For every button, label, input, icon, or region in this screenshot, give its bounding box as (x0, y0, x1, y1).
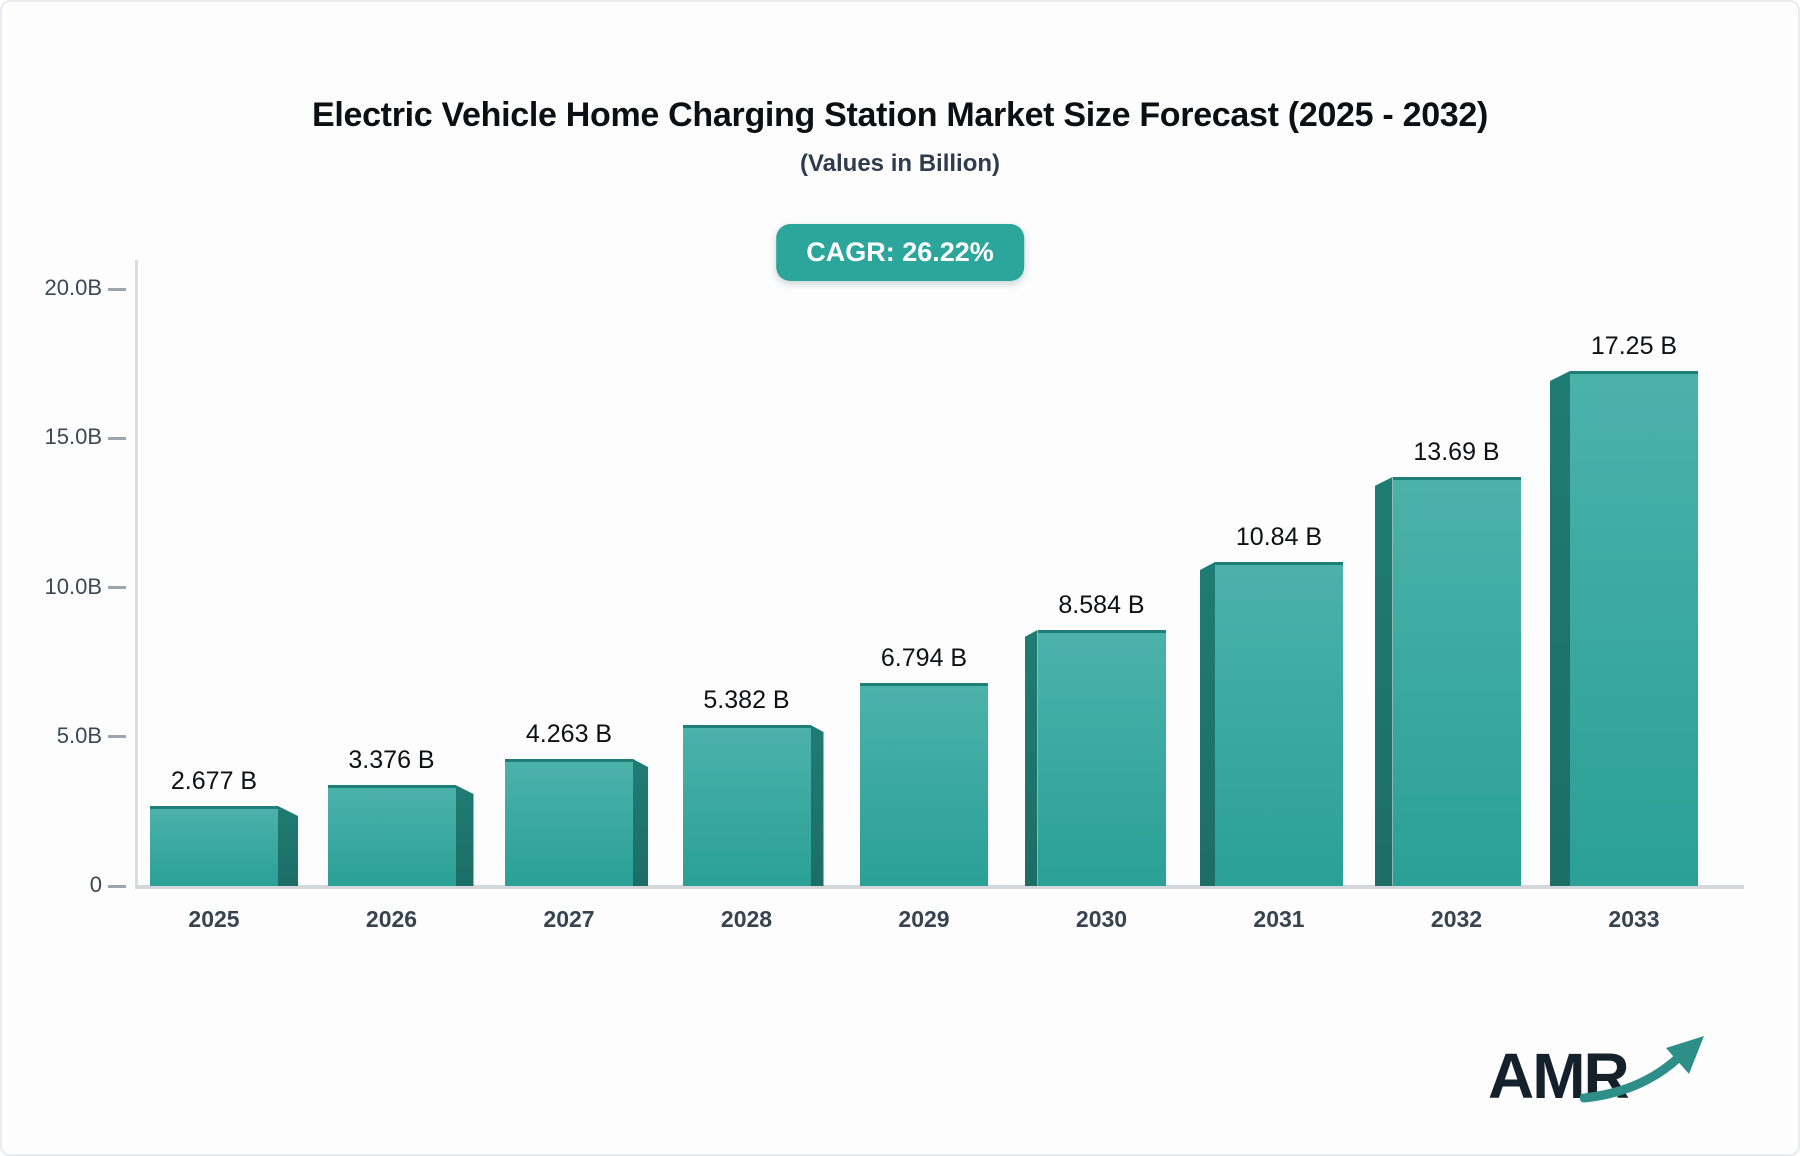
y-axis-tick-label: 20.0B (44, 275, 103, 300)
x-axis-line (135, 885, 1744, 889)
bar-3d-side (633, 759, 648, 886)
bar-value-label: 2.677 B (170, 767, 258, 795)
bar-3d-side (1200, 562, 1215, 886)
bar-3d-side (455, 785, 474, 886)
y-axis-tick-mark (108, 884, 126, 888)
chart-title: Electric Vehicle Home Charging Station M… (311, 96, 1489, 134)
chart-subtitle: (Values in Billion) (799, 150, 1001, 177)
cagr-badge: CAGR: 26.22% (776, 224, 1024, 281)
y-axis-tick-mark (108, 436, 126, 440)
bar-2027 (505, 759, 633, 886)
bar-3d-side (1024, 630, 1038, 886)
y-axis-tick-mark (108, 287, 126, 291)
bar-2032 (1392, 477, 1521, 886)
x-axis-label: 2028 (720, 906, 773, 932)
bar-value-label: 17.25 B (1590, 332, 1678, 360)
bar-2030 (1037, 630, 1166, 886)
y-axis-tick-label: 0 (89, 872, 102, 897)
bar-3d-side (1374, 477, 1393, 886)
x-axis-label: 2032 (1430, 906, 1483, 932)
trending-up-arrow-icon (1580, 1036, 1704, 1103)
bar-2033 (1570, 371, 1698, 886)
y-axis-line (135, 260, 138, 886)
bar-value-label: 8.584 B (1058, 591, 1145, 619)
x-axis-label: 2025 (188, 906, 240, 932)
bar-value-label: 4.263 B (525, 720, 613, 748)
bar-2028 (682, 725, 811, 886)
bar-value-label: 3.376 B (348, 746, 435, 774)
x-axis-label: 2026 (365, 906, 418, 932)
bar-3d-side (1550, 371, 1570, 886)
bar-2029 (860, 683, 988, 886)
x-axis-label: 2027 (543, 906, 595, 932)
x-axis-label: 2031 (1253, 906, 1305, 932)
bar-3d-side (278, 806, 298, 886)
x-axis-label: 2029 (898, 906, 950, 932)
y-axis-tick-mark (108, 735, 126, 739)
bar-value-label: 10.84 B (1235, 523, 1323, 551)
bar-2025 (150, 806, 278, 886)
bar-3d-side (810, 725, 824, 886)
x-axis-label: 2030 (1075, 906, 1128, 932)
bar-value-label: 6.794 B (880, 644, 968, 672)
y-axis-tick-mark (108, 586, 126, 589)
amr-logo: AMR (1488, 1028, 1718, 1112)
x-axis-label: 2033 (1608, 906, 1660, 932)
y-axis-tick-label: 5.0B (56, 722, 102, 748)
bar-value-label: 13.69 B (1413, 438, 1500, 466)
y-axis-tick-label: 10.0B (44, 573, 103, 599)
bar-value-label: 5.382 B (703, 686, 790, 714)
bar-2026 (327, 785, 456, 886)
y-axis-tick-label: 15.0B (44, 424, 103, 450)
bar-2031 (1215, 562, 1343, 886)
